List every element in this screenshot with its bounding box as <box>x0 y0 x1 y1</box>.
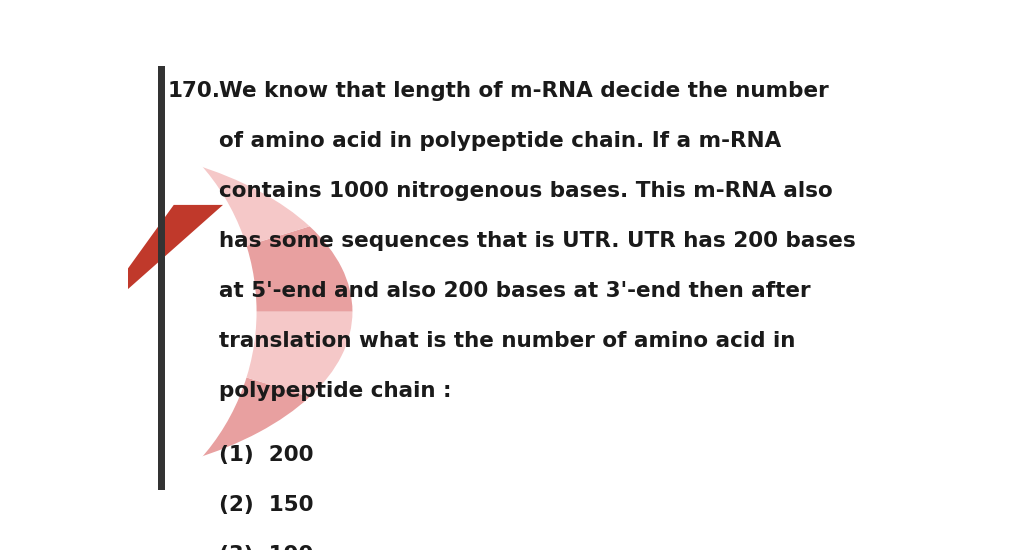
Bar <box>158 66 165 490</box>
Wedge shape <box>0 312 33 397</box>
Wedge shape <box>33 164 309 312</box>
Wedge shape <box>33 312 352 397</box>
Text: polypeptide chain :: polypeptide chain : <box>219 381 452 400</box>
Wedge shape <box>0 164 33 312</box>
Text: has some sequences that is UTR. UTR has 200 bases: has some sequences that is UTR. UTR has … <box>219 231 856 251</box>
Wedge shape <box>33 227 352 312</box>
Wedge shape <box>0 312 33 459</box>
Wedge shape <box>33 312 193 482</box>
Wedge shape <box>0 227 33 312</box>
Ellipse shape <box>0 89 257 534</box>
Text: (3)  199: (3) 199 <box>219 546 314 550</box>
Text: (1)  200: (1) 200 <box>219 446 313 465</box>
Text: of amino acid in polypeptide chain. If a m-RNA: of amino acid in polypeptide chain. If a… <box>219 131 781 151</box>
Wedge shape <box>33 312 309 459</box>
Text: contains 1000 nitrogenous bases. This m-RNA also: contains 1000 nitrogenous bases. This m-… <box>219 181 833 201</box>
Text: (2)  150: (2) 150 <box>219 496 313 515</box>
Text: at 5'-end and also 200 bases at 3'-end then after: at 5'-end and also 200 bases at 3'-end t… <box>219 280 811 301</box>
Polygon shape <box>0 205 223 400</box>
Wedge shape <box>0 312 33 482</box>
Text: 170.: 170. <box>168 81 221 101</box>
Text: translation what is the number of amino acid in: translation what is the number of amino … <box>219 331 796 351</box>
Wedge shape <box>33 141 193 312</box>
Wedge shape <box>0 141 33 312</box>
Text: We know that length of m-RNA decide the number: We know that length of m-RNA decide the … <box>219 81 829 101</box>
